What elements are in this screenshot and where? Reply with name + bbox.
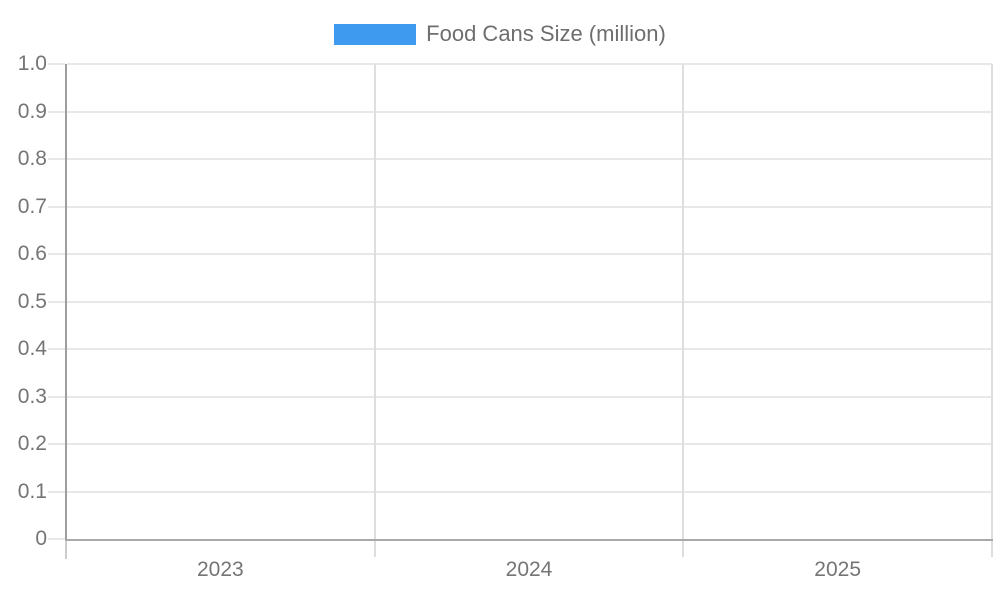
gridline-horizontal — [67, 348, 992, 350]
y-axis-line — [65, 64, 67, 539]
legend-label: Food Cans Size (million) — [426, 21, 666, 46]
y-axis-tick — [48, 110, 65, 113]
x-axis-tick — [682, 541, 685, 557]
y-axis-label: 0 — [35, 527, 47, 550]
gridline-horizontal — [67, 158, 992, 160]
y-axis-tick — [48, 538, 65, 540]
gridline-horizontal — [67, 63, 992, 65]
legend-swatch-icon — [334, 23, 417, 45]
y-axis-tick — [48, 63, 65, 65]
x-axis-tick — [373, 541, 376, 557]
y-axis-tick — [48, 395, 65, 398]
x-axis-label: 2023 — [196, 558, 244, 581]
gridline-horizontal — [67, 300, 992, 303]
y-axis-label: 1.0 — [17, 52, 47, 75]
y-axis-tick — [48, 348, 65, 350]
gridline-vertical — [373, 64, 376, 539]
y-axis-label: 0.4 — [17, 337, 47, 360]
gridline-horizontal — [67, 110, 992, 113]
y-axis-label: 0.7 — [17, 194, 47, 218]
y-axis-label: 0.5 — [17, 289, 47, 313]
y-axis-tick — [48, 490, 65, 493]
x-axis-tick — [991, 541, 993, 557]
y-axis-label: 0.6 — [17, 242, 47, 265]
y-axis-tick-tail — [65, 541, 67, 559]
x-axis-label: 2025 — [814, 558, 862, 581]
y-axis-tick — [48, 443, 65, 445]
y-axis-tick — [48, 253, 65, 255]
gridline-horizontal — [67, 490, 992, 493]
y-axis-label: 0.2 — [17, 432, 47, 455]
gridline-horizontal — [67, 443, 992, 445]
y-axis-label: 0.8 — [17, 147, 47, 170]
y-axis-tick — [48, 300, 65, 303]
gridline-horizontal — [67, 205, 992, 208]
gridline-horizontal — [67, 253, 992, 255]
gridline-vertical — [991, 64, 993, 539]
gridline-vertical — [682, 64, 685, 539]
y-axis-label: 0.9 — [17, 99, 47, 123]
x-axis-label: 2024 — [505, 558, 553, 581]
legend[interactable]: Food Cans Size (million) — [0, 21, 1000, 47]
y-axis-label: 0.3 — [17, 384, 47, 408]
gridline-horizontal — [67, 395, 992, 398]
y-axis-tick — [48, 158, 65, 160]
y-axis-tick — [48, 205, 65, 208]
y-axis-label: 0.1 — [17, 479, 47, 503]
x-axis-line — [65, 539, 993, 541]
